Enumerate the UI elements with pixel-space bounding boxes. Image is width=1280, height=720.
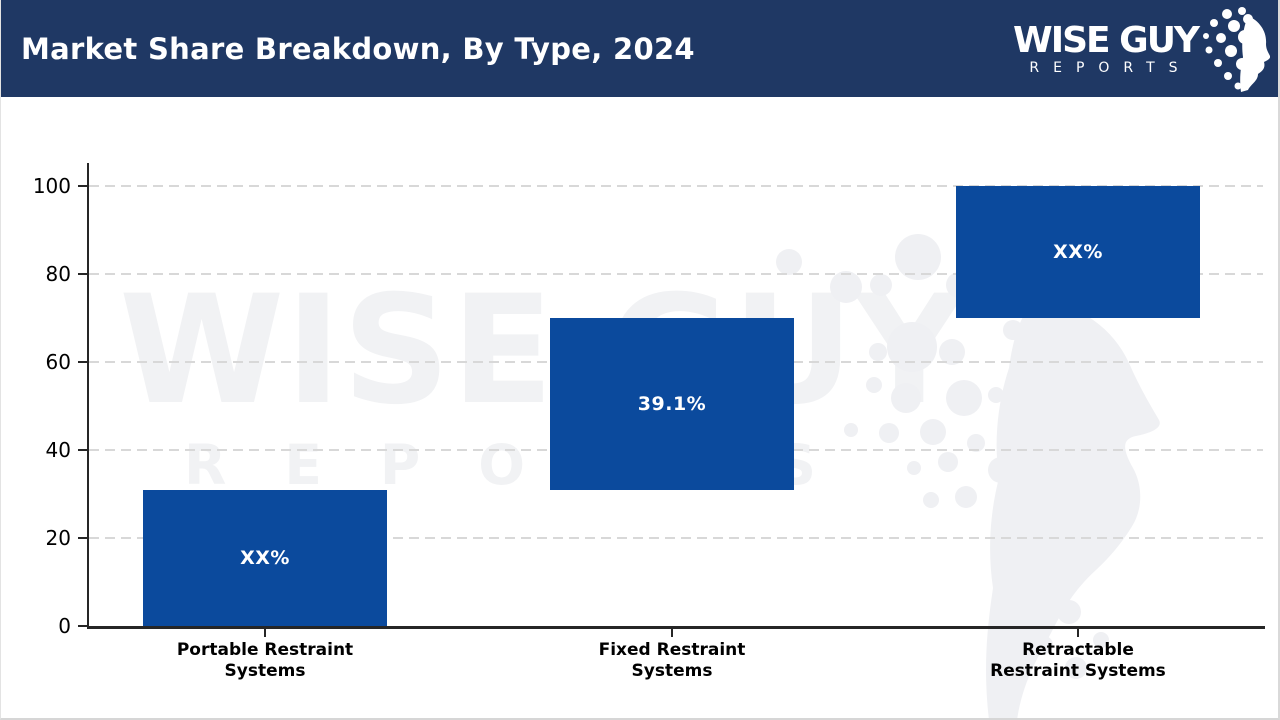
watermark-wordmark: WISE GUY (119, 264, 965, 438)
header-bar: Market Share Breakdown, By Type, 2024 WI… (1, 0, 1278, 97)
bar-retractable-restraint-systems: XX% (956, 186, 1200, 318)
x-tick-mark-portable-restraint-systems (264, 629, 266, 637)
logo-subtitle: REPORTS (1029, 60, 1192, 77)
bar-portable-restraint-systems: XX% (143, 489, 387, 626)
bar-fixed-restraint-systems: 39.1% (550, 317, 794, 490)
y-tick-mark-60 (78, 361, 87, 363)
x-tick-mark-fixed-restraint-systems (671, 629, 673, 637)
category-label-portable-restraint-systems: Portable Restraint Systems (176, 640, 354, 681)
y-tick-mark-100 (78, 185, 87, 187)
logo-wordmark: WISE GUY (1012, 19, 1200, 61)
y-axis-line (87, 163, 89, 629)
y-tick-label-0: 0 (58, 614, 71, 638)
y-tick-label-20: 20 (45, 526, 71, 550)
page-title: Market Share Breakdown, By Type, 2024 (21, 31, 695, 66)
y-tick-label-60: 60 (45, 350, 71, 374)
x-axis-line (87, 626, 1265, 629)
y-tick-label-40: 40 (45, 438, 71, 462)
bar-value-label: XX% (240, 546, 290, 569)
logo-face-icon (1203, 7, 1270, 92)
wise-guy-logo: WISE GUY REPORTS (1013, 5, 1270, 93)
y-tick-mark-0 (78, 625, 87, 627)
y-tick-mark-80 (78, 273, 87, 275)
category-label-fixed-restraint-systems: Fixed Restraint Systems (598, 640, 746, 681)
gridline-100 (89, 185, 1263, 187)
category-label-retractable-restraint-systems: Retractable Restraint Systems (990, 640, 1166, 681)
bar-value-label: 39.1% (637, 392, 707, 415)
y-tick-label-80: 80 (45, 262, 71, 286)
logo-wordmark-block: WISE GUY REPORTS (1012, 19, 1200, 77)
x-tick-mark-retractable-restraint-systems (1077, 629, 1079, 637)
gridline-80 (89, 273, 1263, 275)
y-tick-mark-40 (78, 449, 87, 451)
gridline-20 (89, 537, 1263, 539)
y-tick-mark-20 (78, 537, 87, 539)
bar-value-label: XX% (1053, 240, 1103, 263)
y-tick-label-100: 100 (32, 174, 71, 198)
